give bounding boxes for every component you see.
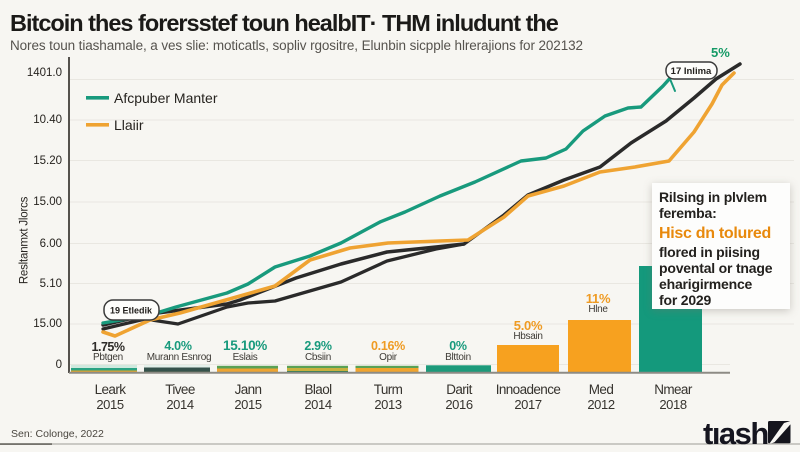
svg-text:19 Etledik: 19 Etledik	[110, 306, 153, 316]
svg-text:17 Inlima: 17 Inlima	[671, 66, 712, 77]
